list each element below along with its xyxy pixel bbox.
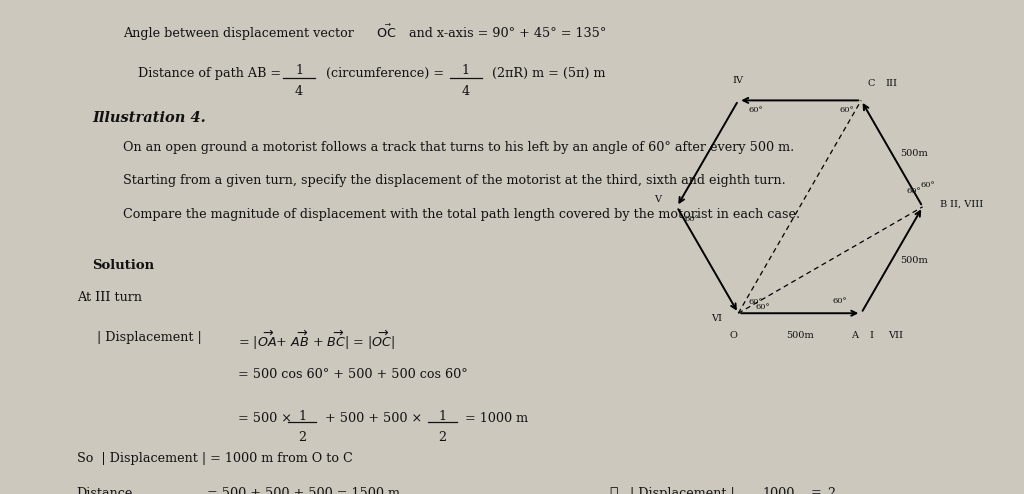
Text: 60°: 60°	[839, 106, 854, 114]
Text: So  | Displacement | = 1000 m from O to C: So | Displacement | = 1000 m from O to C	[77, 452, 352, 465]
Text: A: A	[852, 331, 858, 340]
Text: 2: 2	[298, 431, 306, 444]
Text: III: III	[886, 79, 898, 88]
Text: VII: VII	[888, 331, 903, 340]
Text: 2: 2	[827, 487, 836, 494]
Text: Solution: Solution	[92, 259, 155, 272]
Text: 500m: 500m	[785, 331, 814, 340]
Text: 60°: 60°	[749, 106, 763, 114]
Text: B: B	[940, 200, 947, 209]
Text: ∴: ∴	[609, 487, 617, 494]
Text: 60°: 60°	[833, 297, 848, 305]
Text: 500m: 500m	[900, 149, 928, 158]
Text: 60°: 60°	[921, 181, 935, 189]
Text: (2πR) m = (5π) m: (2πR) m = (5π) m	[488, 67, 606, 80]
Text: II, VIII: II, VIII	[950, 200, 983, 209]
Text: 60°: 60°	[749, 298, 763, 306]
Text: $\vec{\mathrm{OC}}$: $\vec{\mathrm{OC}}$	[376, 23, 396, 41]
Text: = 500 cos 60° + 500 + 500 cos 60°: = 500 cos 60° + 500 + 500 cos 60°	[238, 368, 467, 381]
Text: V: V	[653, 195, 660, 204]
Text: At III turn: At III turn	[77, 291, 141, 304]
Text: 1: 1	[462, 64, 470, 77]
Text: 4: 4	[295, 85, 303, 98]
Text: 60°: 60°	[684, 215, 699, 223]
Text: and x-axis = 90° + 45° = 135°: and x-axis = 90° + 45° = 135°	[401, 27, 607, 40]
Text: On an open ground a motorist follows a track that turns to his left by an angle : On an open ground a motorist follows a t…	[123, 141, 795, 154]
Text: 60°: 60°	[906, 187, 922, 195]
Text: (circumference) =: (circumference) =	[322, 67, 447, 80]
Text: C: C	[867, 79, 874, 88]
Text: = 500 + 500 + 500 = 1500 m: = 500 + 500 + 500 = 1500 m	[207, 487, 399, 494]
Text: 60°: 60°	[756, 303, 770, 311]
Text: 1: 1	[295, 64, 303, 77]
Text: = |$\overrightarrow{OA}$+ $\overrightarrow{AB}$ + $\overrightarrow{BC}$| = |$\ov: = |$\overrightarrow{OA}$+ $\overrightarr…	[238, 329, 395, 352]
Text: | Displacement |: | Displacement |	[630, 487, 734, 494]
Text: = 500 ×: = 500 ×	[238, 412, 296, 425]
Text: Compare the magnitude of displacement with the total path length covered by the : Compare the magnitude of displacement wi…	[123, 208, 800, 221]
Text: 4: 4	[462, 85, 470, 98]
Text: 1000: 1000	[763, 487, 796, 494]
Text: Starting from a given turn, specify the displacement of the motorist at the thir: Starting from a given turn, specify the …	[123, 174, 785, 187]
Text: Distance of path AB =: Distance of path AB =	[138, 67, 286, 80]
Text: =: =	[811, 487, 821, 494]
Text: = 1000 m: = 1000 m	[461, 412, 528, 425]
Text: Angle between displacement vector: Angle between displacement vector	[123, 27, 361, 40]
Text: | Displacement |: | Displacement |	[97, 331, 202, 344]
Text: Distance: Distance	[77, 487, 133, 494]
Text: I: I	[869, 331, 873, 340]
Text: 1: 1	[298, 410, 306, 423]
Text: 1: 1	[438, 410, 446, 423]
Text: IV: IV	[733, 76, 743, 85]
Text: 2: 2	[438, 431, 446, 444]
Text: + 500 + 500 ×: + 500 + 500 ×	[321, 412, 426, 425]
Text: Illustration 4.: Illustration 4.	[92, 111, 206, 125]
Text: 500m: 500m	[900, 255, 928, 264]
Text: VI: VI	[711, 314, 722, 323]
Text: O: O	[729, 331, 737, 340]
